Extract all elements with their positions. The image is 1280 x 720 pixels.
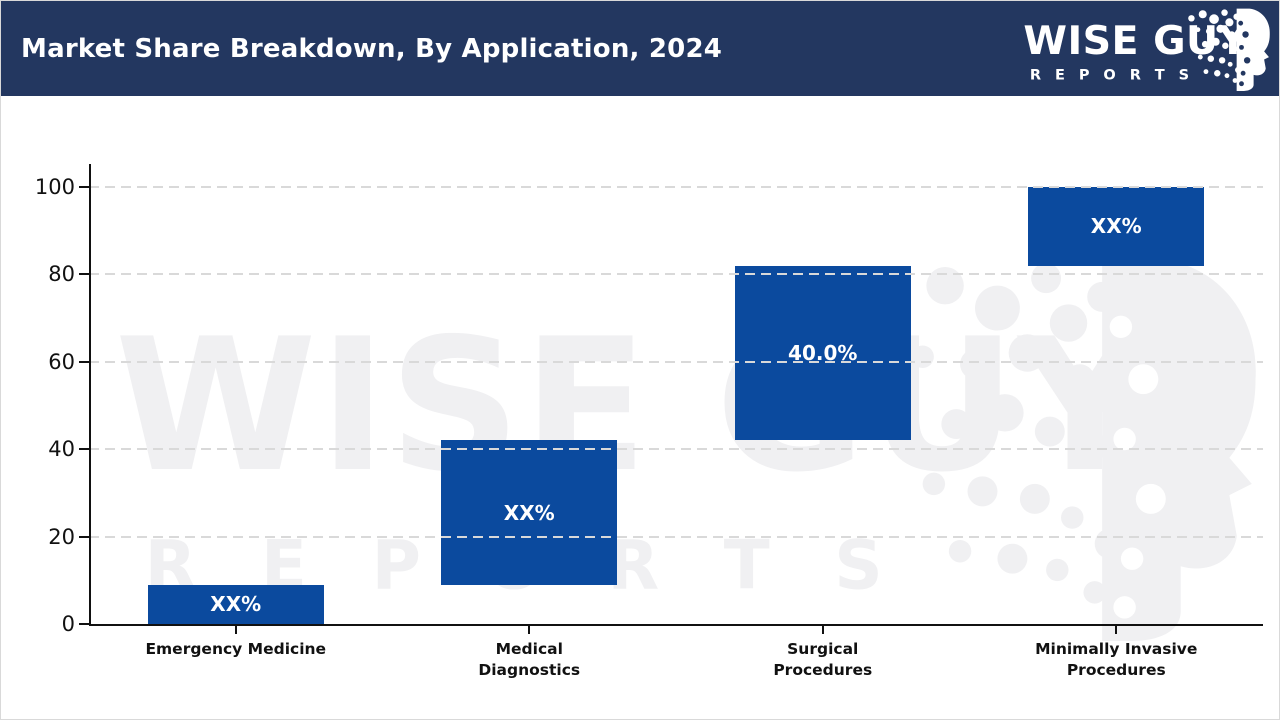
watermark-logo [107,252,1267,641]
x-tick-mark [821,626,824,634]
y-tick-mark [79,448,89,451]
y-tick-label: 20 [48,524,75,549]
y-tick-label: 100 [34,175,75,199]
wiseguy-logo [1021,7,1273,91]
gridline [89,535,1263,538]
bar-value-label: XX% [503,500,555,525]
plot-area: 0 20 40 60 80 100 XX% Emergency Medicine XX% Medi… [35,164,1263,679]
y-tick-mark [79,623,89,625]
y-tick-label: 60 [48,349,75,374]
bar-value-label: XX% [210,592,262,617]
x-tick-mark [234,626,237,634]
chart-header: Market Share Breakdown, By Application, … [1,1,1279,96]
y-tick-label: 40 [48,437,75,462]
gridline [89,273,1263,276]
x-category-label: Minimally Invasive Procedures [1035,640,1198,680]
x-axis-spine [89,624,1263,626]
y-tick-mark [79,535,89,538]
y-tick-mark [79,186,89,188]
x-tick-mark [528,626,531,634]
bar-value-label: XX% [1090,214,1142,239]
x-category-label: Surgical Procedures [773,640,873,680]
y-tick-mark [79,360,89,363]
x-category-label: Medical Diagnostics [478,640,581,680]
bar: XX% [1028,187,1205,266]
bar: XX% [147,584,324,624]
y-tick-label: 80 [48,262,75,287]
bar-value-label: 40.0% [788,341,858,366]
bar: 40.0% [734,265,911,441]
bar: XX% [441,440,618,585]
gridline [89,448,1263,451]
gridline [89,360,1263,363]
chart-title: Market Share Breakdown, By Application, … [21,33,723,64]
y-axis-spine [89,164,91,626]
y-tick-label: 0 [61,612,75,636]
y-tick-mark [79,273,89,276]
x-tick-mark [1115,626,1118,634]
x-category-label: Emergency Medicine [145,640,327,658]
